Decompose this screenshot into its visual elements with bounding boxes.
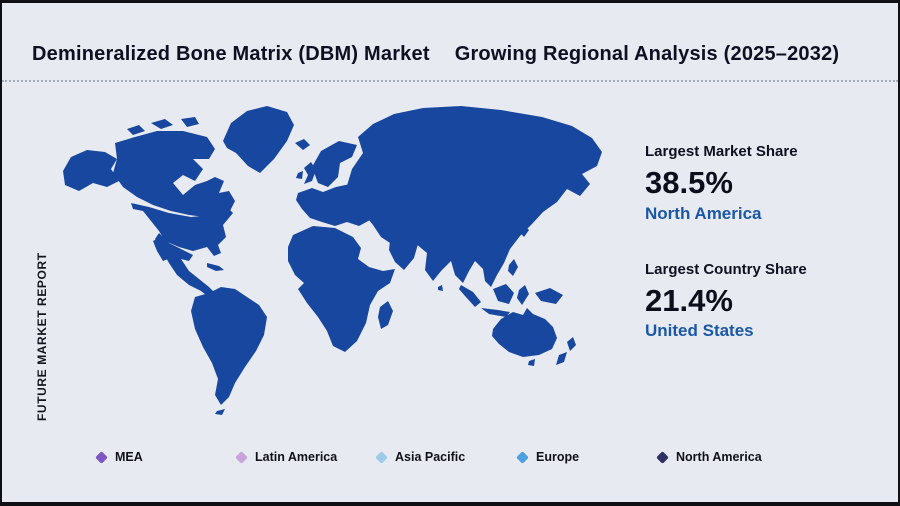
world-map bbox=[60, 93, 622, 423]
dotted-divider bbox=[2, 80, 898, 82]
legend-label: Asia Pacific bbox=[395, 450, 466, 464]
legend-diamond-icon bbox=[95, 450, 108, 464]
madagascar bbox=[378, 301, 393, 329]
caribbean-islands bbox=[207, 263, 224, 271]
legend-item-latin-america: Latin America bbox=[235, 450, 338, 464]
continent-south-america bbox=[191, 287, 267, 405]
philippines bbox=[508, 259, 518, 276]
greenland bbox=[223, 106, 294, 173]
legend-label: North America bbox=[676, 450, 762, 464]
legend-diamond-icon bbox=[656, 450, 669, 464]
baja-peninsula bbox=[153, 239, 168, 261]
continent-australia bbox=[492, 308, 557, 357]
stat-value: 38.5% bbox=[645, 165, 733, 200]
tasmania bbox=[528, 359, 535, 366]
page-title: Demineralized Bone Matrix (DBM) Market G… bbox=[32, 43, 878, 66]
continent-canada bbox=[113, 131, 235, 221]
arctic-islands bbox=[127, 117, 199, 135]
tierra-del-fuego bbox=[215, 409, 225, 415]
new-guinea bbox=[535, 288, 563, 304]
iceland bbox=[295, 139, 310, 150]
continent-central-america bbox=[155, 233, 217, 299]
continent-africa bbox=[288, 226, 395, 352]
stat-region: North America bbox=[645, 203, 762, 223]
legend-diamond-icon bbox=[235, 450, 248, 464]
continent-alaska bbox=[63, 150, 119, 191]
stat-region: United States bbox=[645, 321, 754, 341]
continent-asia bbox=[346, 106, 602, 287]
united-kingdom bbox=[296, 162, 316, 184]
page-title-analysis: Growing Regional Analysis (2025–2032) bbox=[454, 43, 840, 65]
stat-label: Largest Market Share bbox=[645, 143, 798, 160]
legend-label: MEA bbox=[115, 450, 143, 464]
legend-item-europe: Europe bbox=[516, 450, 580, 464]
legend-item-north-america: North America bbox=[656, 450, 762, 464]
stat-label: Largest Country Share bbox=[645, 260, 807, 278]
stat-market-share: Largest Market Share 38.5% North America bbox=[645, 143, 895, 224]
stat-country-share: Largest Country Share 21.4% United State… bbox=[645, 261, 895, 342]
scandinavia bbox=[312, 141, 357, 187]
legend-item-asia-pacific: Asia Pacific bbox=[375, 450, 466, 464]
legend-label: Latin America bbox=[255, 450, 338, 464]
stats-panel: Largest Market Share 38.5% North America… bbox=[645, 143, 895, 341]
brand-watermark: FUTURE MARKET REPORT bbox=[35, 252, 49, 421]
legend-diamond-icon bbox=[516, 450, 529, 464]
new-zealand bbox=[556, 337, 576, 365]
continent-usa bbox=[131, 203, 233, 256]
world-map-svg bbox=[63, 106, 602, 415]
page-title-market: Demineralized Bone Matrix (DBM) Market bbox=[32, 43, 430, 65]
legend-diamond-icon bbox=[375, 450, 388, 464]
sri-lanka bbox=[438, 285, 443, 291]
indonesia bbox=[459, 284, 529, 317]
stat-value: 21.4% bbox=[645, 282, 733, 318]
legend-label: Europe bbox=[536, 450, 580, 464]
legend-item-mea: MEA bbox=[95, 450, 143, 464]
japan bbox=[513, 205, 529, 237]
